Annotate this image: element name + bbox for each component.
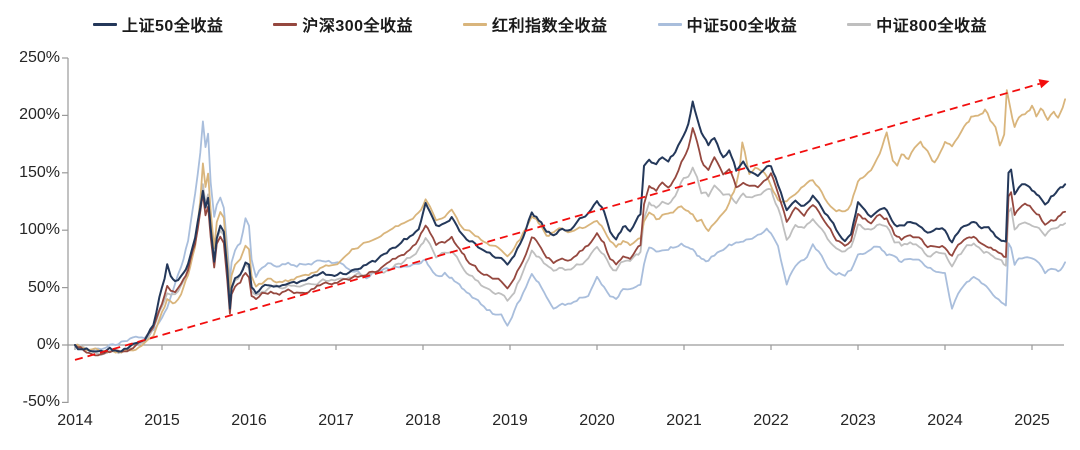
legend-item-csi500: 中证500全收益 — [657, 12, 798, 36]
x-tick-label: 2024 — [927, 412, 963, 429]
legend-item-dividend: 红利指数全收益 — [463, 12, 608, 36]
legend-label: 沪深300全收益 — [302, 18, 414, 35]
x-tick-label: 2022 — [753, 412, 789, 429]
series-line-5 — [74, 166, 1066, 356]
legend: 上证50全收益 沪深300全收益 红利指数全收益 中证500全收益 中证800全… — [0, 12, 1080, 36]
series-line-2 — [74, 127, 1066, 357]
x-tick-label: 2023 — [840, 412, 876, 429]
legend-marker-csi500 — [657, 22, 682, 26]
legend-marker-sse50 — [93, 22, 118, 26]
y-tick-label: 250% — [19, 49, 60, 66]
trendline-arrowhead — [1038, 79, 1050, 89]
legend-label: 中证500全收益 — [686, 18, 798, 35]
y-tick-label: 200% — [19, 106, 60, 123]
series-line-4 — [74, 120, 1066, 352]
y-tick-label: -50% — [22, 393, 60, 410]
x-tick-label: 2015 — [144, 412, 180, 429]
legend-item-csi800: 中证800全收益 — [847, 12, 987, 36]
legend-item-csi300: 沪深300全收益 — [273, 12, 413, 36]
trendline-dashed — [74, 82, 1041, 361]
legend-label: 上证50全收益 — [122, 18, 224, 35]
y-tick-label: 50% — [27, 279, 60, 296]
legend-label: 红利指数全收益 — [492, 18, 608, 35]
x-tick-label: 2018 — [405, 412, 441, 429]
x-tick-label: 2021 — [666, 412, 702, 429]
series-line-1 — [74, 100, 1067, 353]
legend-marker-csi800 — [847, 22, 872, 26]
x-tick-label: 2020 — [579, 412, 615, 429]
x-tick-label: 2017 — [318, 412, 354, 429]
legend-marker-csi300 — [273, 22, 298, 26]
legend-marker-dividend — [463, 22, 488, 26]
y-tick-label: 100% — [19, 221, 60, 238]
legend-label: 中证800全收益 — [876, 18, 987, 35]
x-tick-label: 2014 — [57, 412, 93, 429]
x-tick-label: 2025 — [1014, 412, 1050, 429]
x-tick-label: 2019 — [492, 412, 528, 429]
legend-item-sse50: 上证50全收益 — [93, 12, 223, 36]
y-tick-label: 0% — [36, 336, 60, 353]
y-tick-label: 150% — [19, 164, 60, 181]
series-line-3 — [74, 89, 1066, 354]
x-tick-label: 2016 — [231, 412, 267, 429]
